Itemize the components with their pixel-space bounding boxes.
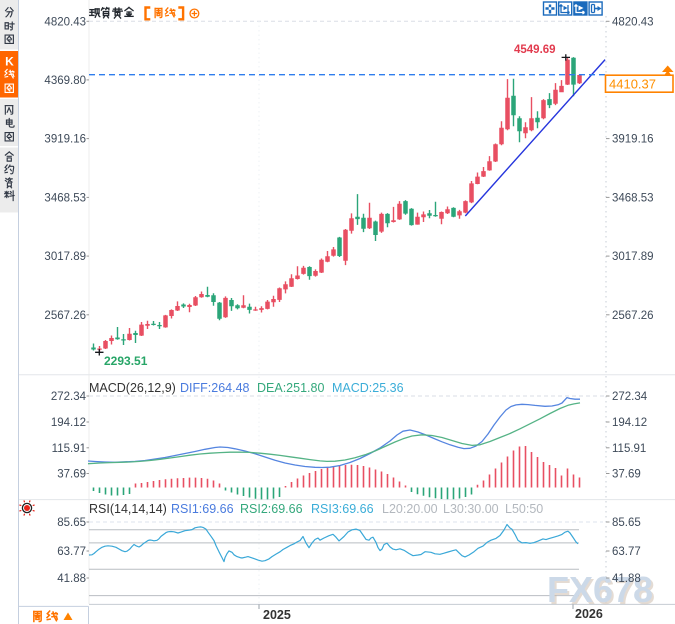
svg-text:2026: 2026 [575, 607, 603, 621]
svg-text:3017.89: 3017.89 [44, 251, 86, 263]
svg-text:4820.43: 4820.43 [44, 16, 86, 28]
svg-text:MACD(26,12,9): MACD(26,12,9) [89, 381, 176, 395]
svg-text:FX678: FX678 [549, 571, 655, 612]
svg-text:4820.43: 4820.43 [612, 16, 654, 28]
svg-text:37.69: 37.69 [612, 469, 641, 481]
svg-text:41.88: 41.88 [57, 573, 86, 585]
svg-text:115.91: 115.91 [612, 443, 646, 455]
svg-text:3919.16: 3919.16 [612, 134, 654, 146]
svg-text:2293.51: 2293.51 [104, 354, 148, 368]
svg-text:RSI(14,14,14): RSI(14,14,14) [89, 502, 167, 516]
svg-text:37.69: 37.69 [57, 469, 86, 481]
svg-text:L50:50: L50:50 [505, 502, 543, 516]
svg-text:85.65: 85.65 [612, 517, 641, 529]
svg-text:194.12: 194.12 [51, 417, 86, 429]
svg-text:RSI1:69.66: RSI1:69.66 [171, 502, 234, 516]
svg-text:85.65: 85.65 [57, 517, 86, 529]
svg-text:63.77: 63.77 [57, 546, 86, 558]
svg-text:3017.89: 3017.89 [612, 251, 654, 263]
svg-text:41.88: 41.88 [612, 573, 641, 585]
svg-text:3468.53: 3468.53 [44, 192, 86, 204]
svg-text:RSI3:69.66: RSI3:69.66 [311, 502, 374, 516]
svg-text:RSI2:69.66: RSI2:69.66 [240, 502, 303, 516]
svg-text:63.77: 63.77 [612, 546, 641, 558]
svg-text:K: K [5, 55, 14, 69]
svg-text:194.12: 194.12 [612, 417, 647, 429]
svg-text:L20:20.00: L20:20.00 [382, 502, 438, 516]
svg-text:3919.16: 3919.16 [44, 134, 86, 146]
svg-text:272.34: 272.34 [51, 391, 87, 403]
svg-text:FX678: FX678 [547, 569, 653, 610]
svg-text:4410.37: 4410.37 [609, 77, 656, 92]
svg-text:DEA:251.80: DEA:251.80 [257, 381, 324, 395]
svg-text:2025: 2025 [263, 608, 291, 622]
svg-text:L30:30.00: L30:30.00 [443, 502, 499, 516]
svg-text:MACD:25.36: MACD:25.36 [332, 381, 404, 395]
svg-text:272.34: 272.34 [612, 391, 648, 403]
svg-text:4369.80: 4369.80 [44, 75, 86, 87]
svg-text:4549.69: 4549.69 [514, 44, 556, 56]
svg-text:DIFF:264.48: DIFF:264.48 [180, 381, 250, 395]
svg-text:115.91: 115.91 [52, 443, 86, 455]
svg-text:3468.53: 3468.53 [612, 192, 654, 204]
svg-text:2567.26: 2567.26 [612, 310, 654, 322]
svg-text:2567.26: 2567.26 [44, 310, 86, 322]
